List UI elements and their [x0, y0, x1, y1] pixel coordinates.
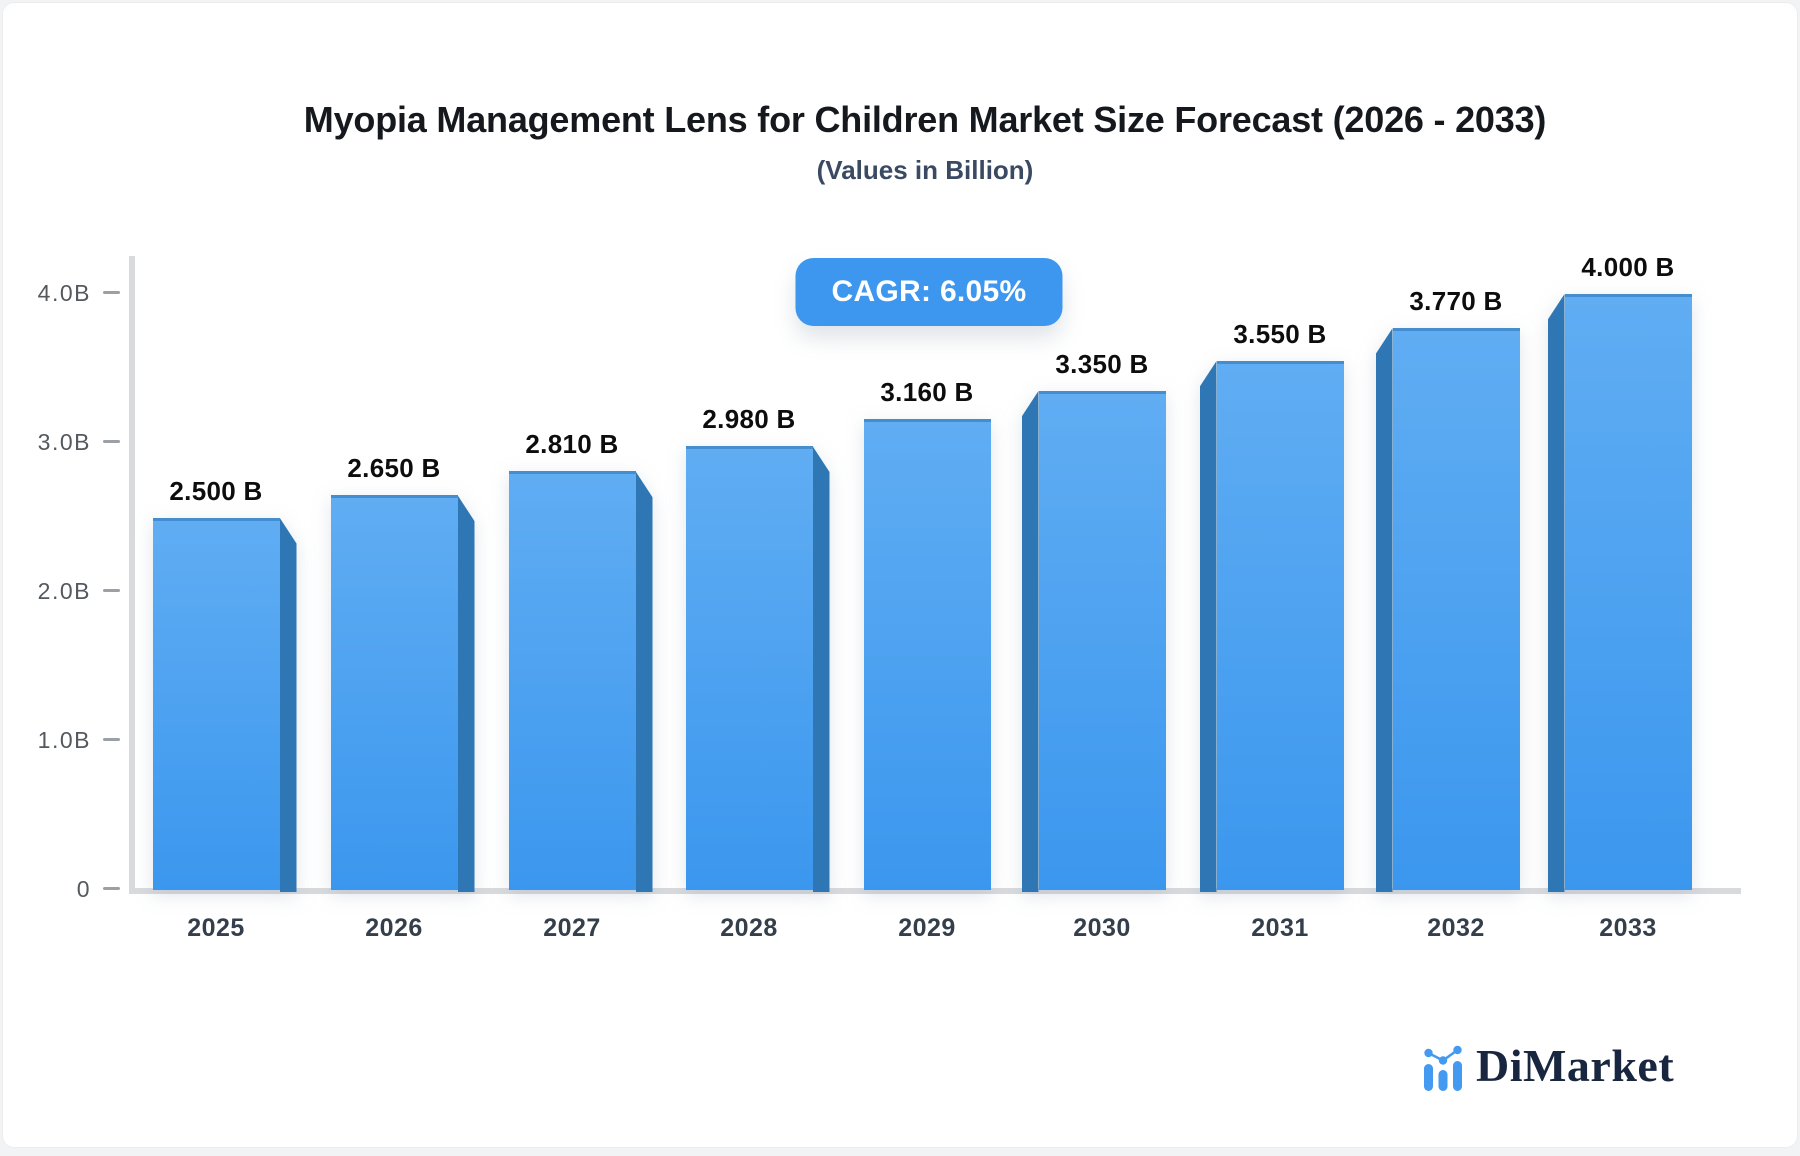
bar-side-face — [457, 495, 475, 892]
bar-face — [1038, 390, 1166, 890]
x-axis-label: 2032 — [1427, 914, 1485, 942]
bar-side-face — [279, 517, 297, 892]
bar-side-face — [1375, 328, 1393, 892]
bar-value-label: 2.500 B — [169, 475, 263, 506]
bar-face — [863, 419, 991, 890]
bar-face — [152, 517, 280, 890]
bar-value-label: 2.650 B — [347, 453, 441, 484]
bar-face — [685, 445, 813, 890]
y-axis-tick-label: 3.0B — [37, 429, 91, 455]
bar-face — [1564, 294, 1692, 890]
page-title: Myopia Management Lens for Children Mark… — [303, 99, 1547, 140]
dimarket-bars-logo-icon — [1424, 1045, 1462, 1091]
y-axis-tick-label: 1.0B — [37, 727, 91, 753]
cagr-badge: CAGR: 6.05% — [795, 258, 1063, 326]
bar-side-face — [1021, 390, 1039, 892]
x-axis-label: 2025 — [187, 914, 245, 942]
brand-name: DiMarket — [1476, 1040, 1675, 1091]
bar-side-face — [1199, 361, 1217, 892]
bar-value-label: 3.350 B — [1055, 348, 1149, 379]
y-axis-tick-label: 0 — [76, 876, 91, 902]
page-subtitle: (Values in Billion) — [816, 155, 1034, 185]
bar-side-face — [635, 471, 653, 892]
y-axis-tick-label: 4.0B — [37, 280, 91, 306]
bar-face — [1392, 328, 1520, 890]
x-axis-label: 2031 — [1251, 914, 1309, 942]
bar-face — [1216, 361, 1344, 890]
y-axis-tick-mark — [103, 440, 120, 443]
bar-face — [330, 495, 458, 890]
bar-value-label: 3.770 B — [1409, 286, 1503, 317]
bar-side-face — [812, 445, 830, 892]
brand-logo: DiMarket — [1423, 1039, 1674, 1091]
y-axis-line — [129, 256, 135, 892]
x-axis-label: 2026 — [365, 914, 423, 942]
y-axis-tick-mark — [103, 589, 120, 592]
bar-value-label: 3.160 B — [880, 377, 974, 408]
x-axis-label: 2030 — [1073, 914, 1131, 942]
x-axis-line — [129, 888, 1741, 894]
bar-face — [508, 471, 636, 890]
y-axis-tick-mark — [103, 738, 120, 741]
x-axis-label: 2028 — [720, 914, 778, 942]
x-axis-label: 2033 — [1599, 914, 1657, 942]
y-axis-tick-label: 2.0B — [37, 578, 91, 604]
y-axis-tick-mark — [103, 887, 120, 890]
plot-area: 0 1.0B 2.0B 3.0B 4.0B 2.500 B 2025 2.650 B 2026 2… — [3, 3, 1797, 1147]
bar-value-label: 2.980 B — [702, 403, 796, 434]
x-axis-label: 2027 — [543, 914, 601, 942]
bar-side-face — [1547, 294, 1565, 892]
bar-value-label: 3.550 B — [1233, 319, 1327, 350]
x-axis-label: 2029 — [898, 914, 956, 942]
y-axis-tick-mark — [103, 291, 120, 294]
bar-value-label: 2.810 B — [525, 429, 619, 460]
bar-value-label: 4.000 B — [1581, 252, 1675, 282]
